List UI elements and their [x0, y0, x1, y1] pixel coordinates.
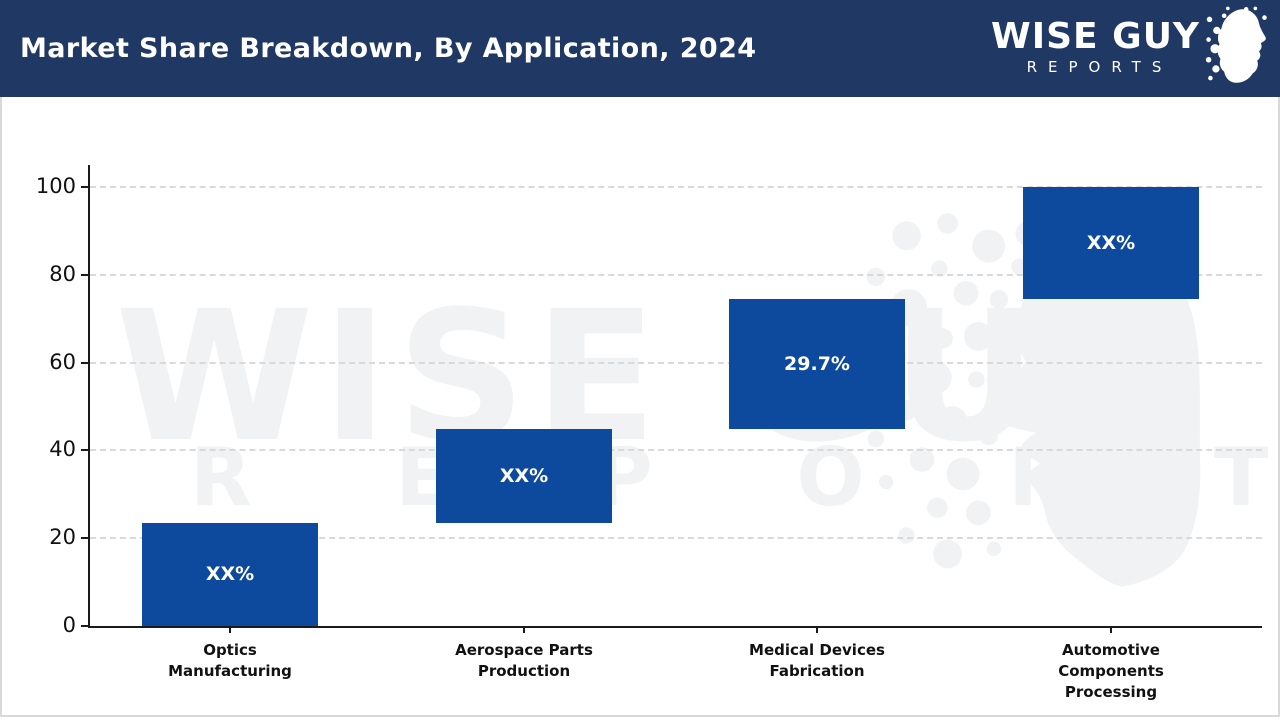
category-label: Medical Devices Fabrication [697, 640, 937, 682]
x-axis-tick [1110, 626, 1112, 633]
page-border-left [0, 97, 2, 717]
category-label-line: Components [1058, 662, 1164, 680]
watermark-face-icon [857, 212, 1201, 587]
gridline [90, 361, 1262, 364]
y-axis-tick [81, 449, 88, 452]
bar: 29.7% [729, 298, 905, 429]
y-axis-tick [81, 361, 88, 364]
category-label-line: Optics [203, 641, 257, 659]
y-tick-label: 100 [35, 174, 76, 198]
category-label: Aerospace Parts Production [404, 640, 644, 682]
x-axis-tick [816, 626, 818, 633]
y-axis-line [88, 165, 90, 628]
category-label-line: Aerospace Parts [455, 641, 593, 659]
bar-value-label: XX% [499, 464, 549, 487]
category-label-line: Automotive [1062, 641, 1160, 659]
y-tick-label: 60 [49, 349, 76, 374]
page-border-bottom [0, 715, 1280, 717]
y-tick-label: 80 [49, 261, 76, 286]
category-label-line: Medical Devices [749, 641, 885, 659]
category-label: Optics Manufacturing [110, 640, 350, 682]
watermark-wordmark: WISE GUY [115, 273, 1185, 482]
gridline [90, 186, 1262, 188]
y-axis-tick [81, 273, 88, 276]
gridline [90, 449, 1262, 452]
category-label-line: Production [477, 662, 571, 680]
logo-face-icon [1205, 6, 1267, 83]
logo-subtext: REPORTS [1026, 57, 1173, 76]
y-tick-label: 0 [62, 613, 76, 637]
gridline [90, 273, 1262, 276]
y-axis-tick [81, 625, 88, 627]
category-label-line: Fabrication [769, 662, 865, 680]
x-axis-line [88, 626, 1262, 628]
y-axis-tick [81, 537, 88, 540]
page-title: Market Share Breakdown, By Application, … [20, 33, 757, 64]
bar: XX% [142, 522, 318, 626]
bar-value-label: XX% [205, 563, 255, 586]
y-tick-label: 40 [49, 437, 76, 462]
category-label-line: Manufacturing [168, 662, 292, 680]
bar-value-label: 29.7% [784, 352, 850, 375]
x-axis-tick [229, 626, 231, 633]
category-label: Automotive Components Processing [991, 640, 1231, 703]
bar: XX% [436, 428, 612, 523]
logo-wordmark: WISE GUY [990, 15, 1200, 57]
header-bar: Market Share Breakdown, By Application, … [0, 0, 1280, 97]
gridline [90, 537, 1262, 540]
y-axis-tick [81, 186, 88, 188]
page-border-right [1278, 97, 1280, 717]
x-axis-tick [523, 626, 525, 633]
wise-guy-reports-logo: WISE GUY REPORTS [991, 4, 1270, 88]
bar: XX% [1023, 187, 1199, 299]
category-label-line: Processing [1064, 683, 1158, 701]
logo-text: WISE GUY REPORTS [990, 15, 1200, 76]
y-tick-label: 20 [49, 525, 76, 550]
bar-value-label: XX% [1086, 231, 1136, 254]
